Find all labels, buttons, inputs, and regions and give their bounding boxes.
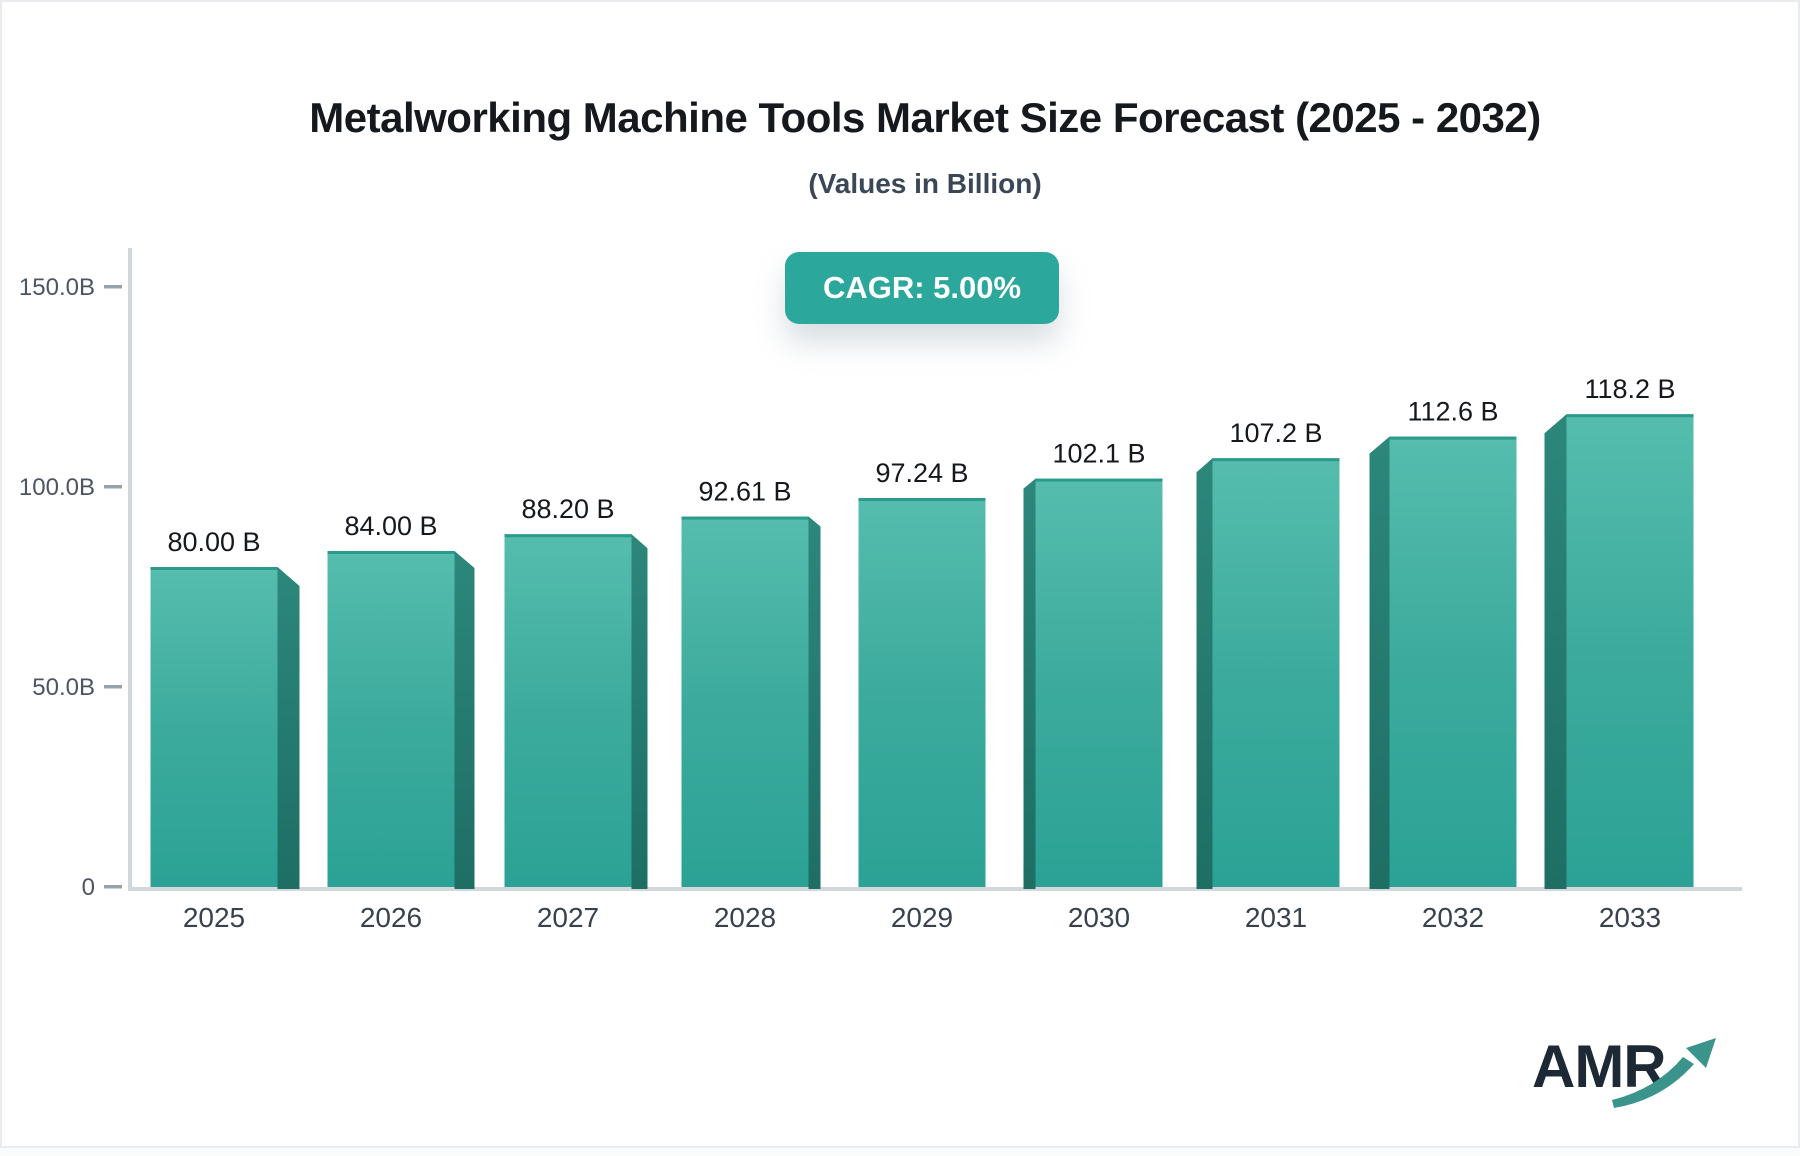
x-tick-label: 2027 — [537, 902, 599, 933]
x-axis-line — [128, 887, 1742, 891]
bar-top-edge — [1212, 458, 1340, 462]
bar — [150, 567, 278, 887]
x-tick-label: 2032 — [1422, 902, 1484, 933]
bar-top-edge — [858, 498, 986, 502]
y-tick-dash — [104, 485, 122, 489]
bar-value-label: 102.1 B — [1052, 439, 1145, 469]
bar — [858, 498, 986, 887]
growth-arrow-icon — [1612, 1038, 1716, 1108]
bar — [1212, 458, 1340, 887]
page-bottom-strip — [0, 1148, 1800, 1156]
bar-value-label: 88.20 B — [521, 494, 614, 524]
bar — [1566, 414, 1694, 887]
x-tick-label: 2029 — [891, 902, 953, 933]
bar-value-label: 97.24 B — [875, 458, 968, 488]
bar-side-face — [1023, 478, 1036, 889]
amr-logo: AMR — [1532, 1032, 1732, 1122]
y-tick-label: 100.0B — [19, 474, 95, 501]
chart-title: Metalworking Machine Tools Market Size F… — [309, 94, 1541, 141]
bar — [681, 516, 809, 887]
bar — [1389, 436, 1517, 887]
cagr-badge: CAGR: 5.00% — [785, 252, 1059, 324]
y-tick-label: 50.0B — [32, 674, 95, 701]
x-tick-label: 2033 — [1599, 902, 1661, 933]
bar-side-face — [1196, 458, 1213, 889]
bar-side-face — [1544, 414, 1567, 889]
x-tick-label: 2030 — [1068, 902, 1130, 933]
bar-side-face — [454, 551, 475, 889]
bar-top-edge — [681, 516, 809, 520]
bar-value-label: 80.00 B — [167, 527, 260, 557]
bar-top-edge — [1566, 414, 1694, 418]
bar-top-edge — [1389, 436, 1517, 440]
chart-subtitle: (Values in Billion) — [808, 168, 1042, 199]
y-axis-line — [128, 248, 132, 891]
x-tick-label: 2031 — [1245, 902, 1307, 933]
bar — [327, 551, 455, 887]
bar-value-label: 92.61 B — [698, 477, 791, 507]
x-tick-label: 2028 — [714, 902, 776, 933]
y-tick-dash — [104, 885, 122, 889]
bar-top-edge — [504, 534, 632, 538]
bar-top-edge — [150, 567, 278, 570]
y-tick-label: 0 — [82, 874, 95, 901]
y-tick-label: 150.0B — [19, 274, 95, 301]
x-tick-label: 2026 — [360, 902, 422, 933]
y-tick-dash — [104, 685, 122, 689]
bar-value-label: 118.2 B — [1584, 374, 1675, 404]
bar-value-label: 112.6 B — [1407, 397, 1498, 427]
bar-top-edge — [327, 551, 455, 554]
bar-side-face — [631, 534, 648, 889]
bar — [504, 534, 632, 887]
bar-side-face — [808, 516, 821, 889]
bar-value-label: 107.2 B — [1229, 418, 1322, 448]
x-tick-label: 2025 — [183, 902, 245, 933]
bar-value-label: 84.00 B — [344, 511, 437, 541]
bar-top-edge — [1035, 478, 1163, 482]
bar-side-face — [1369, 436, 1390, 889]
bar — [1035, 478, 1163, 887]
y-tick-dash — [104, 285, 122, 289]
bar-side-face — [277, 567, 300, 889]
